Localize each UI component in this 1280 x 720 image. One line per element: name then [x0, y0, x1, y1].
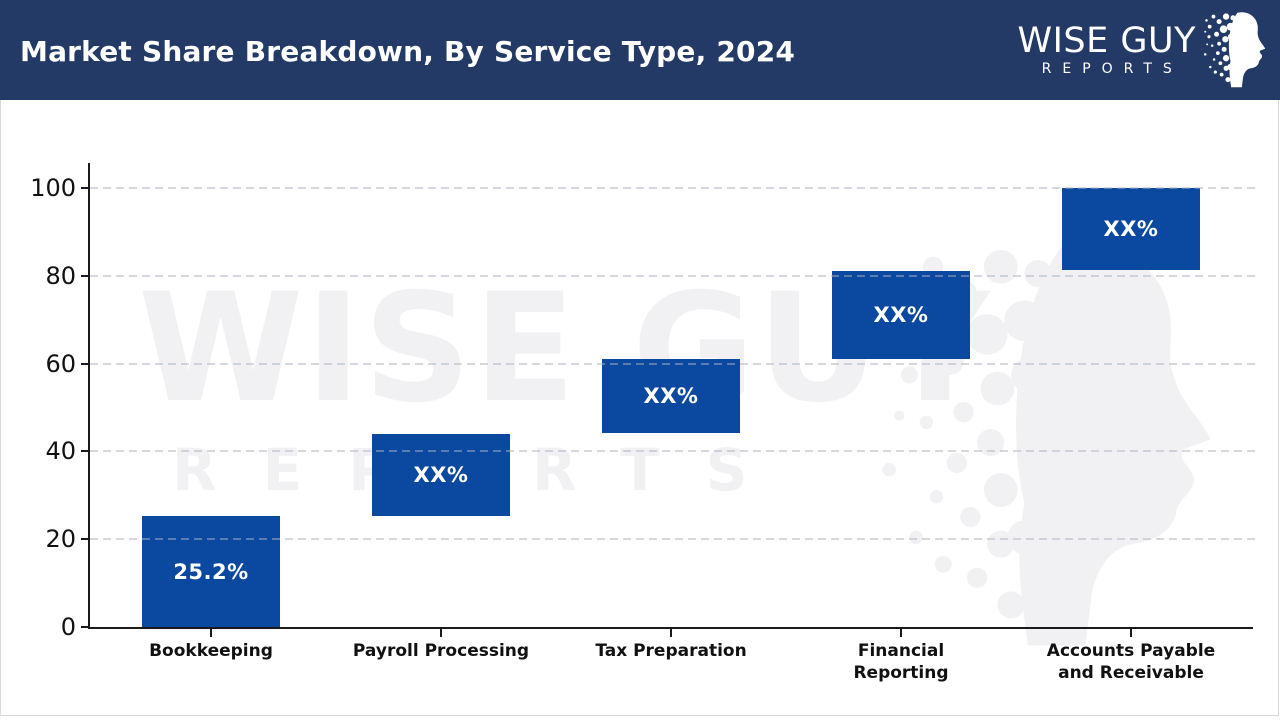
logo-text: WISE GUY REPORTS: [1017, 23, 1196, 77]
y-tick-label: 80: [45, 261, 76, 290]
waterfall-bar: XX%: [1062, 188, 1200, 270]
y-tick-mark: [81, 187, 88, 189]
y-tick-mark: [81, 538, 88, 541]
y-tick-label: 100: [30, 174, 76, 202]
y-tick-label: 0: [60, 613, 76, 641]
bar-value-label: XX%: [873, 302, 929, 327]
y-tick-label: 40: [45, 437, 76, 466]
gridline: [90, 187, 1256, 189]
x-category-label: Bookkeeping: [149, 641, 273, 661]
waterfall-bar: 25.2%: [142, 516, 280, 627]
bar-value-label: XX%: [643, 384, 699, 409]
bar-value-label: 25.2%: [173, 559, 249, 584]
x-tick-mark: [210, 629, 212, 637]
waterfall-bar: XX%: [372, 433, 510, 517]
logo-wordmark: WISE GUY: [1017, 21, 1196, 62]
gridline: [90, 538, 1256, 541]
y-tick-mark: [81, 274, 88, 277]
wise-guy-logo: WISE GUY REPORTS: [1017, 0, 1268, 100]
gridline: [90, 274, 1256, 277]
gridline: [90, 362, 1256, 365]
y-tick-mark: [81, 450, 88, 453]
waterfall-bar: XX%: [602, 359, 740, 433]
gridline: [90, 450, 1256, 453]
x-tick-mark: [670, 629, 672, 637]
x-tick-mark: [440, 629, 442, 637]
x-tick-mark: [1130, 629, 1132, 637]
x-category-label: Accounts Payable and Receivable: [1046, 641, 1216, 684]
x-category-label: Payroll Processing: [352, 641, 530, 661]
x-category-label: Tax Preparation: [595, 641, 747, 661]
x-tick-mark: [900, 629, 902, 637]
x-axis-line: [88, 627, 1253, 629]
y-tick-label: 20: [45, 525, 76, 554]
y-tick-mark: [81, 626, 88, 628]
header-bar: Market Share Breakdown, By Service Type,…: [0, 0, 1280, 100]
x-category-label: Financial Reporting: [853, 641, 949, 684]
y-tick-label: 60: [45, 349, 76, 378]
page-title: Market Share Breakdown, By Service Type,…: [20, 34, 796, 68]
y-axis-line: [88, 163, 90, 629]
bar-value-label: XX%: [413, 463, 469, 488]
y-tick-mark: [81, 362, 88, 365]
waterfall-bar: XX%: [832, 270, 970, 360]
logo-subtext: REPORTS: [1041, 60, 1183, 77]
bar-value-label: XX%: [1103, 216, 1159, 241]
